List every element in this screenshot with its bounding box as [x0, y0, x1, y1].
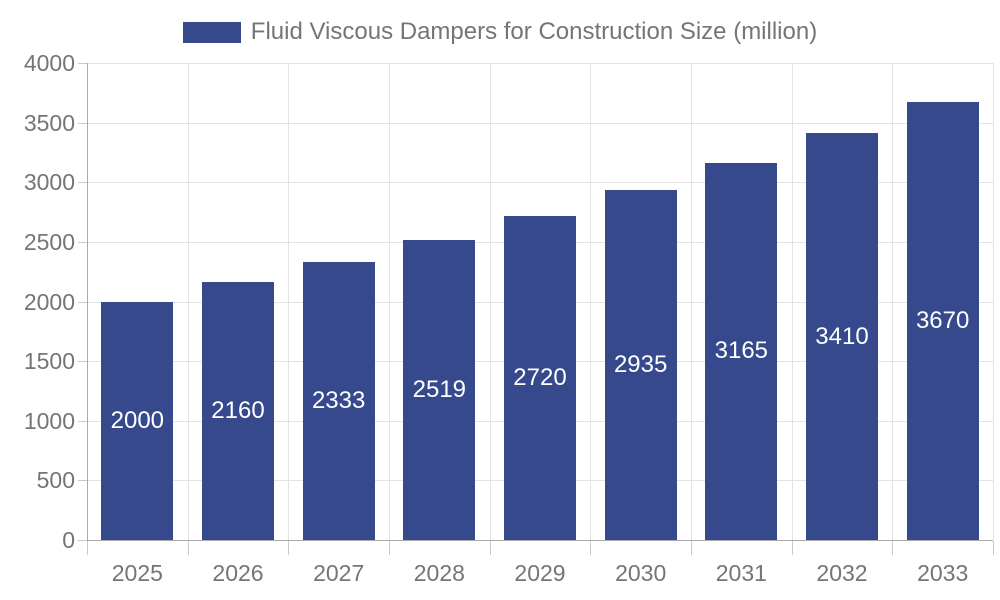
plot-area: 2000 2160 2333 2519 2720 2935 3165 3410 3670 — [87, 63, 994, 540]
bar-value-label: 2333 — [311, 386, 366, 414]
gridline-v — [389, 63, 390, 540]
y-axis-line — [87, 63, 88, 540]
x-axis-tick — [791, 541, 793, 555]
chart-legend[interactable]: Fluid Viscous Dampers for Construction S… — [0, 17, 1000, 47]
gridline-v — [288, 63, 290, 540]
x-axis-tick-label: 2026 — [212, 560, 264, 586]
bar-value-label: 2160 — [211, 397, 265, 425]
gridline-h — [87, 182, 993, 184]
bar[interactable] — [202, 282, 274, 540]
bar[interactable] — [806, 133, 878, 540]
gridline-v — [892, 63, 894, 540]
y-axis-tick — [78, 301, 87, 303]
y-axis-tick — [78, 182, 87, 184]
x-axis-tick-label: 2032 — [816, 560, 868, 586]
x-axis-tick-label: 2033 — [917, 560, 969, 586]
gridline-v — [590, 63, 592, 540]
gridline-v — [691, 63, 692, 540]
x-axis-tick — [288, 541, 290, 555]
x-axis-tick — [892, 541, 894, 555]
bar-value-label: 3670 — [915, 307, 970, 335]
x-axis-line — [87, 540, 993, 541]
x-axis-tick — [590, 541, 592, 555]
x-axis-tick-label: 2027 — [313, 560, 365, 586]
bar-value-label: 2935 — [613, 351, 668, 378]
x-axis-tick-label: 2025 — [111, 560, 163, 586]
y-axis-tick-label: 2000 — [23, 288, 75, 315]
gridline-h — [87, 63, 993, 64]
y-axis-tick-label: 4000 — [23, 50, 75, 76]
gridline-v — [489, 63, 491, 540]
bar[interactable] — [302, 261, 375, 540]
x-axis-tick-label: 2029 — [514, 560, 566, 586]
x-axis-tick — [389, 541, 390, 555]
bar[interactable] — [403, 239, 476, 540]
y-axis-tick-label: 1500 — [23, 348, 75, 375]
bar[interactable] — [101, 301, 174, 540]
bar-value-label: 2000 — [110, 406, 165, 434]
bar-value-label: 2519 — [412, 375, 467, 403]
y-axis-tick-label: 500 — [36, 467, 75, 494]
y-axis-tick — [78, 540, 87, 541]
bar[interactable] — [906, 102, 979, 540]
y-axis-tick-label: 3000 — [23, 169, 75, 196]
y-axis-tick — [78, 63, 87, 64]
bar[interactable] — [504, 215, 576, 540]
y-axis-tick-label: 0 — [62, 527, 75, 553]
bar-value-label: 3410 — [815, 322, 869, 350]
x-axis-tick-label: 2030 — [615, 560, 667, 586]
gridline-v — [791, 63, 793, 540]
y-axis-tick — [78, 420, 87, 422]
gridline-v — [993, 63, 994, 540]
x-axis-tick — [993, 541, 994, 555]
y-axis-tick — [78, 122, 87, 124]
y-axis-tick-label: 1000 — [23, 407, 75, 434]
x-axis-tick — [489, 541, 491, 555]
legend-swatch — [182, 21, 241, 43]
x-axis-tick-label: 2028 — [413, 560, 465, 586]
bar-value-label: 2720 — [513, 363, 567, 391]
gridline-v — [187, 63, 189, 540]
y-axis-tick — [78, 480, 87, 482]
y-axis-tick-label: 2500 — [23, 228, 75, 255]
x-axis-tick — [691, 541, 692, 555]
y-axis-tick-label: 3500 — [23, 109, 75, 136]
y-axis-tick — [78, 241, 87, 243]
x-axis-tick — [87, 541, 88, 555]
bar-value-label: 3165 — [714, 337, 769, 365]
x-axis-tick-label: 2031 — [715, 560, 767, 586]
legend-label: Fluid Viscous Dampers for Construction S… — [250, 18, 818, 45]
bar[interactable] — [604, 190, 677, 540]
x-axis-tick — [187, 541, 189, 555]
gridline-h — [87, 122, 993, 124]
y-axis-tick — [78, 361, 87, 363]
bar[interactable] — [705, 162, 778, 540]
